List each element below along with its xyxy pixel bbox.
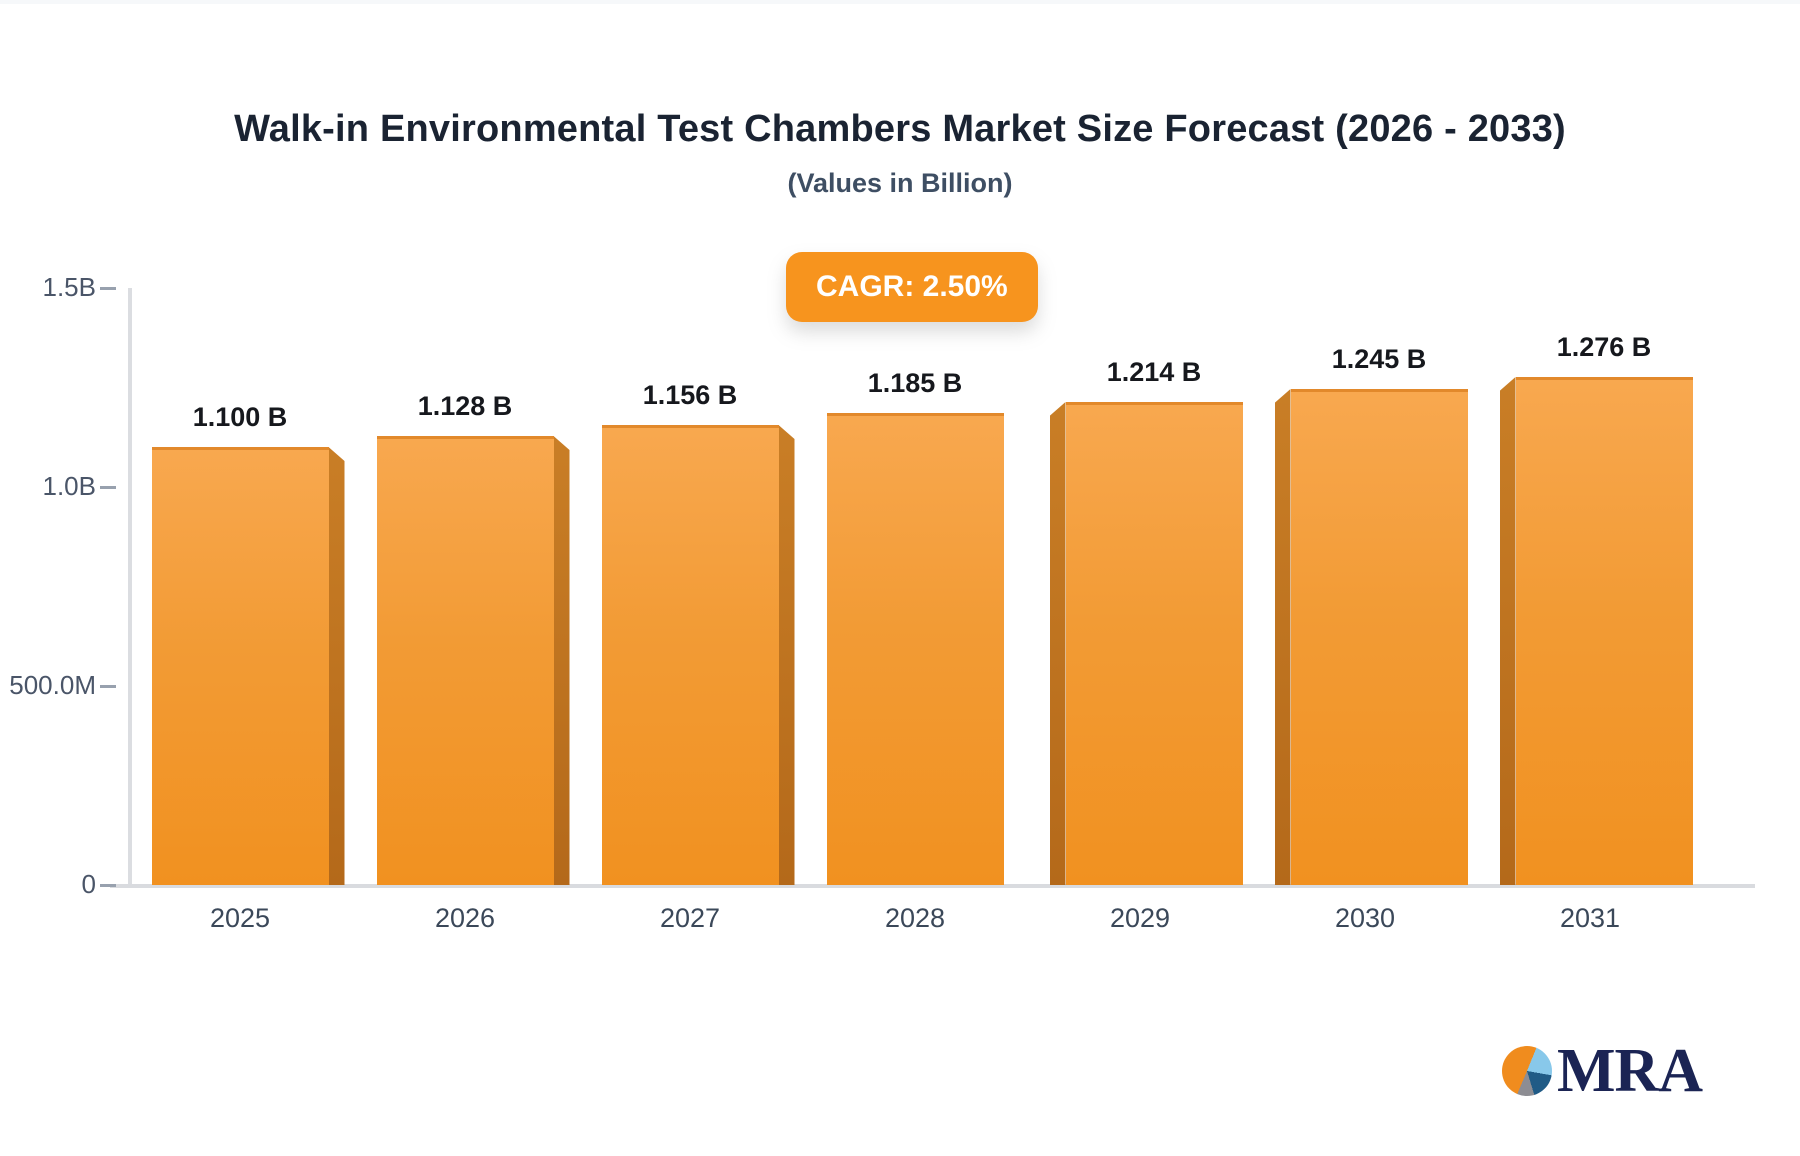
bar-value-label-2031: 1.276 B (1556, 332, 1652, 362)
cagr-badge: CAGR: 2.50% (786, 252, 1038, 322)
mra-logo-pie-icon (1502, 1046, 1552, 1096)
x-axis-line (110, 884, 1755, 888)
bar-side-2027 (778, 425, 795, 885)
bar-2030[interactable] (1290, 389, 1468, 885)
y-axis-tick-label-3: 0 (81, 869, 96, 899)
bar-2028[interactable] (826, 413, 1004, 885)
y-axis-tick-2 (100, 685, 116, 688)
bar-value-label-2030: 1.245 B (1331, 344, 1427, 374)
y-axis-tick-1 (100, 486, 116, 489)
x-axis-label-2029: 2029 (1109, 903, 1171, 933)
bar-value-label-2026: 1.128 B (417, 391, 513, 421)
chart-subtitle: (Values in Billion) (787, 168, 1013, 198)
y-axis-tick-label-1: 1.0B (42, 471, 97, 501)
bar-2027[interactable] (601, 425, 779, 885)
x-axis-label-2028: 2028 (884, 903, 946, 933)
bar-side-2029 (1049, 402, 1066, 885)
y-axis-line (128, 288, 132, 887)
bar-value-label-2029: 1.214 B (1106, 357, 1202, 387)
top-hairline (0, 0, 1800, 4)
x-axis-label-2025: 2025 (209, 903, 271, 933)
x-axis-label-2030: 2030 (1334, 903, 1396, 933)
bar-side-2025 (328, 447, 345, 885)
mra-logo[interactable]: MRA (1502, 1037, 1703, 1105)
bar-side-2031 (1499, 377, 1516, 885)
chart-title: Walk-in Environmental Test Chambers Mark… (234, 108, 1566, 150)
x-axis-label-2026: 2026 (434, 903, 496, 933)
bar-2026[interactable] (376, 436, 554, 885)
y-axis-tick-label-2: 500.0M (9, 670, 96, 700)
mra-logo-text: MRA (1557, 1037, 1703, 1105)
bar-side-2030 (1274, 389, 1291, 885)
y-axis-tick-3 (100, 884, 116, 887)
bar-side-2026 (553, 436, 570, 885)
bar-value-label-2025: 1.100 B (192, 402, 288, 432)
x-axis-label-2031: 2031 (1559, 903, 1621, 933)
bar-2031[interactable] (1515, 377, 1693, 885)
x-axis-label-2027: 2027 (659, 903, 721, 933)
bar-value-label-2027: 1.156 B (642, 380, 738, 410)
y-axis-tick-label-0: 1.5B (42, 272, 97, 302)
bar-2029[interactable] (1065, 402, 1243, 885)
bar-2025[interactable] (151, 447, 329, 885)
y-axis-tick-0 (100, 287, 116, 290)
bar-value-label-2028: 1.185 B (867, 368, 963, 398)
